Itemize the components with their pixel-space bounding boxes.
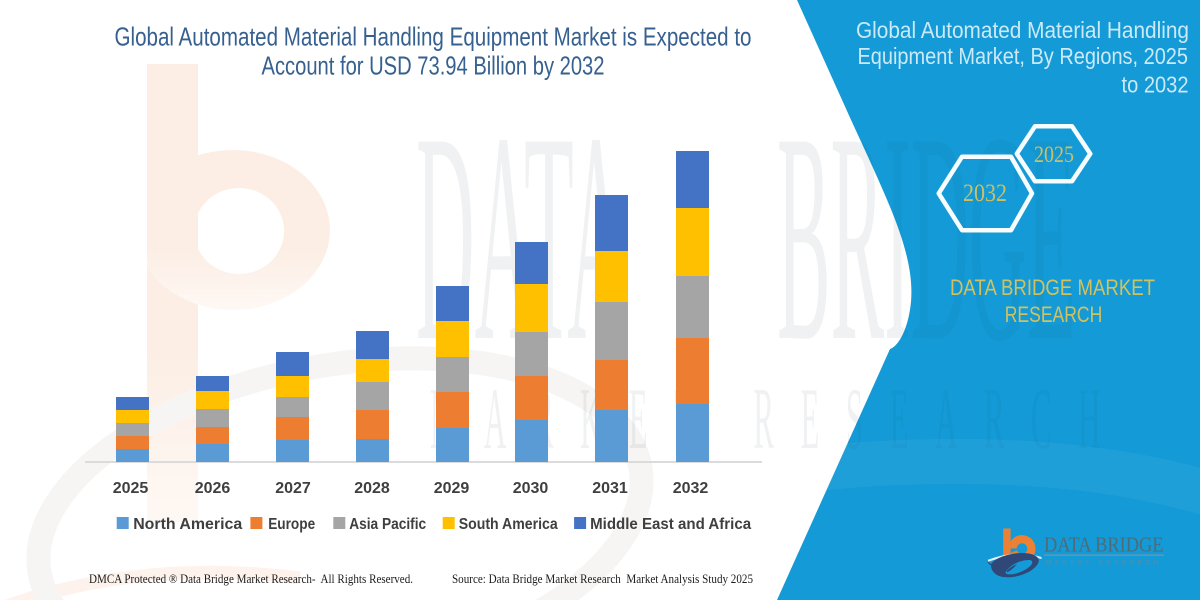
svg-text:to 2032: to 2032 bbox=[1122, 72, 1189, 98]
svg-text:2032: 2032 bbox=[673, 480, 709, 497]
svg-text:2029: 2029 bbox=[434, 480, 470, 497]
svg-text:2025: 2025 bbox=[1034, 142, 1074, 167]
svg-text:2030: 2030 bbox=[513, 480, 549, 497]
svg-text:DATA BRIDGE MARKET: DATA BRIDGE MARKET bbox=[950, 275, 1155, 300]
svg-text:Equipment Market, By Regions,: Equipment Market, By Regions, 2025 bbox=[858, 43, 1189, 69]
svg-text:2028: 2028 bbox=[354, 480, 390, 497]
svg-text:South America: South America bbox=[459, 516, 558, 533]
svg-text:Global Automated Material Hand: Global Automated Material Handling Equip… bbox=[115, 24, 752, 52]
svg-text:North America: North America bbox=[133, 516, 242, 533]
svg-text:Middle East and Africa: Middle East and Africa bbox=[590, 516, 751, 533]
svg-text:Source: Data Bridge Market Res: Source: Data Bridge Market Research Mark… bbox=[452, 571, 753, 586]
svg-text:2032: 2032 bbox=[963, 180, 1007, 207]
svg-text:Europe: Europe bbox=[268, 516, 315, 533]
svg-text:2027: 2027 bbox=[275, 480, 311, 497]
svg-text:DMCA Protected ® Data Bridge M: DMCA Protected ® Data Bridge Market Rese… bbox=[89, 571, 413, 586]
svg-text:2025: 2025 bbox=[113, 480, 149, 497]
svg-text:Global Automated Material Hand: Global Automated Material Handling bbox=[856, 17, 1189, 43]
svg-text:2026: 2026 bbox=[195, 480, 231, 497]
svg-text:RESEARCH: RESEARCH bbox=[1005, 302, 1103, 327]
svg-text:Account for USD 73.94 Billion: Account for USD 73.94 Billion by 2032 bbox=[262, 53, 605, 81]
svg-text:DATA BRIDGE: DATA BRIDGE bbox=[1044, 533, 1164, 557]
svg-text:MARKET RESEARCH: MARKET RESEARCH bbox=[430, 371, 1127, 468]
svg-text:MARKET RESEARCH: MARKET RESEARCH bbox=[1046, 561, 1158, 567]
svg-text:Asia Pacific: Asia Pacific bbox=[349, 516, 426, 533]
svg-text:2031: 2031 bbox=[592, 480, 628, 497]
